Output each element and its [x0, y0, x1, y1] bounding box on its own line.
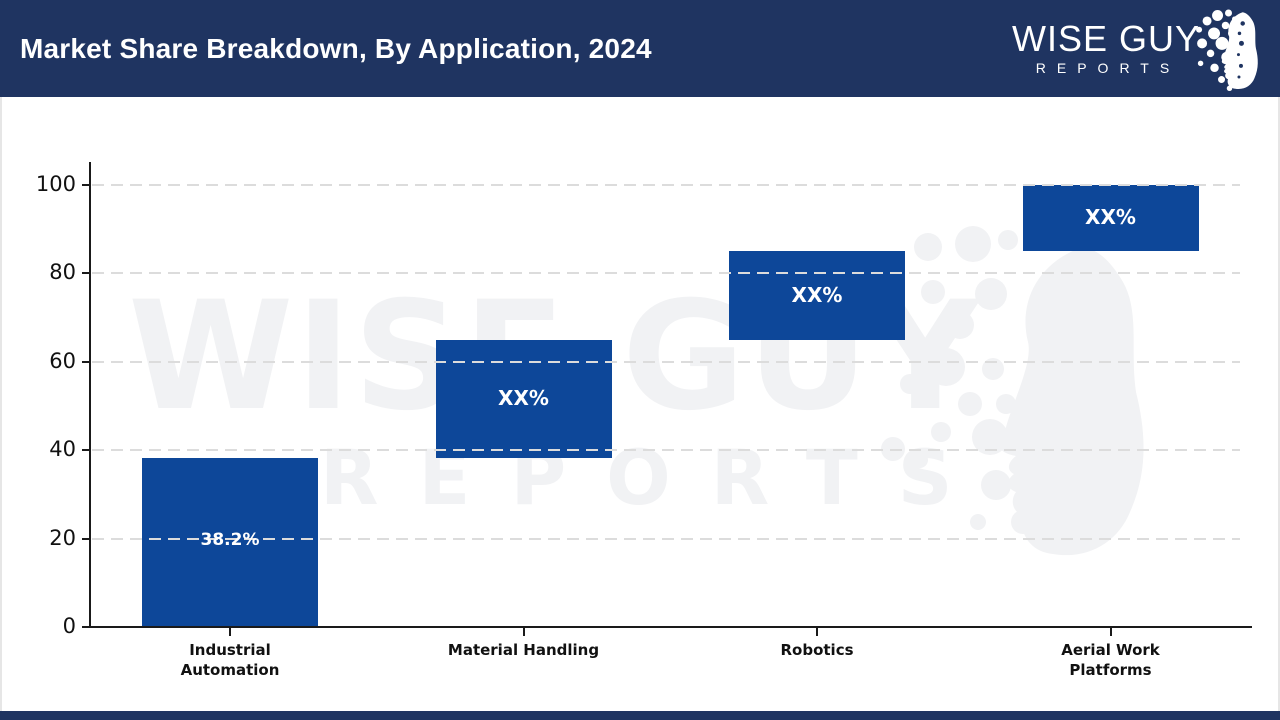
bar-segment: [435, 339, 612, 459]
y-tick-mark: [82, 449, 90, 452]
bar-segment: [142, 458, 318, 627]
brand-subtext: REPORTS: [1035, 60, 1181, 76]
bar-value-label: XX%: [791, 282, 843, 307]
dotted-head-icon: [1196, 8, 1258, 91]
gridline: [92, 272, 1240, 275]
y-axis: [89, 162, 91, 628]
footer-bar: [0, 711, 1280, 720]
header: Market Share Breakdown, By Application, …: [0, 0, 1280, 97]
y-tick-mark: [82, 360, 90, 363]
y-tick-label: 60: [49, 348, 76, 373]
page-title: Market Share Breakdown, By Application, …: [20, 32, 652, 64]
gridline: [92, 449, 1240, 452]
gridline: [92, 360, 1240, 363]
x-tick-label: Robotics: [780, 641, 854, 659]
y-tick-mark: [82, 537, 90, 540]
brand-wordmark-block: WISE GUY REPORTS: [1011, 18, 1200, 77]
x-tick-mark: [1109, 628, 1112, 636]
bar-segment: [729, 251, 905, 340]
y-tick-mark: [82, 184, 90, 186]
bar-value-label: XX%: [1085, 205, 1136, 230]
y-tick-label: 0: [62, 614, 76, 638]
head-dot-cutouts: [1236, 20, 1245, 79]
y-tick-label: 100: [35, 172, 76, 196]
x-tick-label: Industrial Automation: [180, 641, 280, 679]
bar-value-label: 38.2%: [200, 529, 260, 550]
gridline: [92, 537, 1240, 540]
x-tick-mark: [229, 628, 231, 636]
brand-logo: WISE GUY REPORTS: [1012, 6, 1280, 92]
y-tick-label: 80: [49, 260, 76, 285]
y-tick-label: 20: [49, 525, 76, 550]
watermark-head-icon: [881, 226, 1144, 556]
x-tick-label: Aerial Work Platforms: [1061, 641, 1160, 679]
bar-segment: [1022, 185, 1199, 252]
x-tick-mark: [816, 628, 818, 636]
x-axis: [89, 626, 1252, 628]
gridline: [92, 184, 1240, 186]
y-tick-mark: [82, 626, 90, 628]
bar-value-label: XX%: [498, 385, 549, 410]
x-tick-label: Material Handling: [447, 641, 600, 659]
x-tick-mark: [522, 628, 525, 636]
brand-wordmark: WISE GUY: [1011, 18, 1200, 59]
y-tick-label: 40: [49, 437, 76, 462]
y-tick-mark: [82, 272, 90, 275]
